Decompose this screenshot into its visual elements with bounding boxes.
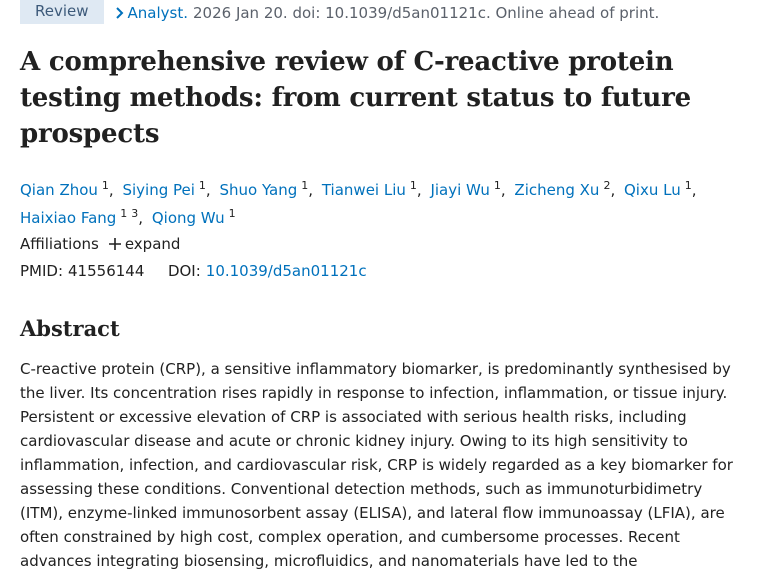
author-separator: ,	[500, 181, 506, 199]
author: Haixiao Fang 1 3,	[20, 207, 147, 227]
author-name[interactable]: Qixu Lu	[624, 181, 681, 199]
author-affiliations: 1	[102, 179, 109, 192]
plus-icon[interactable]	[108, 238, 121, 250]
chevron-icon	[115, 6, 123, 19]
affiliation-number[interactable]: 1	[198, 179, 206, 192]
author: Shuo Yang 1,	[219, 179, 317, 199]
affiliation-number[interactable]: 1	[301, 179, 309, 192]
affiliation-number[interactable]: 1	[684, 179, 692, 192]
identifiers: PMID: 41556144 DOI: 10.1039/d5an01121c	[20, 262, 367, 280]
doi-label: DOI:	[167, 262, 201, 280]
pmid-value: 41556144	[68, 262, 145, 280]
author-separator: ,	[138, 209, 144, 227]
journal-link[interactable]: Analyst.	[127, 3, 188, 22]
author-affiliations: 1	[229, 207, 236, 220]
author-separator: ,	[205, 181, 211, 199]
author-name[interactable]: Jiayi Wu	[430, 181, 490, 199]
author-separator: ,	[108, 181, 114, 199]
affiliation-number[interactable]: 1	[493, 179, 501, 192]
expand-toggle[interactable]: expand	[124, 235, 181, 253]
author-separator: ,	[416, 181, 422, 199]
abstract-heading: Abstract	[20, 316, 120, 341]
author-affiliations: 1	[685, 179, 692, 192]
affiliations-row: Affiliations expand	[20, 235, 180, 253]
citation-bar: Review Analyst. 2026 Jan 20. doi: 10.103…	[20, 0, 659, 25]
author-separator: ,	[610, 181, 616, 199]
article-title: A comprehensive review of C-reactive pro…	[20, 47, 691, 149]
affiliation-number[interactable]: 1	[101, 179, 109, 192]
affiliation-number[interactable]: 3	[131, 207, 139, 220]
author-name[interactable]: Zicheng Xu	[514, 181, 600, 199]
author-affiliations: 1	[301, 179, 308, 192]
author-name[interactable]: Shuo Yang	[219, 181, 298, 199]
author-affiliations: 1	[199, 179, 206, 192]
affiliation-number[interactable]: 1	[120, 207, 128, 220]
affiliation-number[interactable]: 1	[228, 207, 236, 220]
author: Qixu Lu 1,	[624, 179, 701, 199]
citation-text: 2026 Jan 20. doi: 10.1039/d5an01121c. On…	[193, 3, 660, 22]
affiliation-number[interactable]: 2	[603, 179, 611, 192]
author-name[interactable]: Qian Zhou	[20, 181, 98, 199]
author-name[interactable]: Tianwei Liu	[321, 181, 406, 199]
abstract-text: C-reactive protein (CRP), a sensitive in…	[20, 360, 733, 570]
author-name[interactable]: Haixiao Fang	[20, 209, 117, 227]
author: Siying Pei 1,	[122, 179, 214, 199]
author: Zicheng Xu 2,	[514, 179, 619, 199]
author-separator: ,	[308, 181, 314, 199]
affiliations-label: Affiliations	[20, 235, 99, 253]
author-affiliations: 1	[494, 179, 501, 192]
pmid-label: PMID:	[20, 262, 64, 280]
author-affiliations: 2	[603, 179, 610, 192]
doi-link[interactable]: 10.1039/d5an01121c	[205, 262, 367, 280]
author-list: Qian Zhou 1, Siying Pei 1, Shuo Yang 1, Tia…	[20, 174, 720, 230]
author-separator: ,	[691, 181, 697, 199]
author-name[interactable]: Qiong Wu	[151, 209, 225, 227]
article-type-badge: Review	[20, 0, 104, 24]
author: Tianwei Liu 1,	[321, 179, 426, 199]
author-affiliations: 1	[410, 179, 417, 192]
author: Qiong Wu 1	[151, 207, 236, 227]
author-name[interactable]: Siying Pei	[122, 181, 195, 199]
author: Qian Zhou 1,	[20, 179, 118, 199]
affiliation-number[interactable]: 1	[409, 179, 417, 192]
author: Jiayi Wu 1,	[430, 179, 509, 199]
